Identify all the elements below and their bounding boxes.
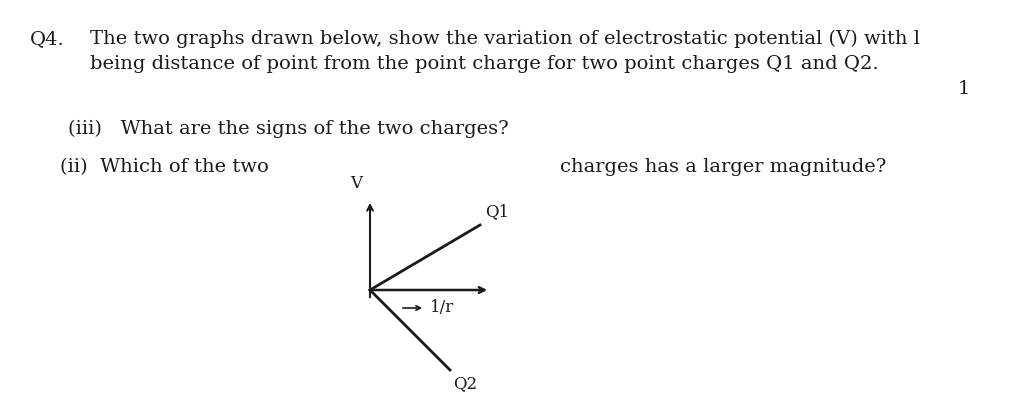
Text: charges has a larger magnitude?: charges has a larger magnitude? xyxy=(560,158,887,176)
Text: (iii)   What are the signs of the two charges?: (iii) What are the signs of the two char… xyxy=(68,120,509,138)
Text: 1: 1 xyxy=(957,80,970,98)
Text: V: V xyxy=(350,175,362,192)
Text: (ii)  Which of the two: (ii) Which of the two xyxy=(60,158,268,176)
Text: being distance of point from the point charge for two point charges Q1 and Q2.: being distance of point from the point c… xyxy=(90,55,879,73)
Text: Q1: Q1 xyxy=(485,203,509,220)
Text: Q2: Q2 xyxy=(453,375,477,392)
Text: Q4.: Q4. xyxy=(30,30,65,48)
Text: The two graphs drawn below, show the variation of electrostatic potential (V) wi: The two graphs drawn below, show the var… xyxy=(90,30,920,48)
Text: 1/r: 1/r xyxy=(430,300,455,316)
